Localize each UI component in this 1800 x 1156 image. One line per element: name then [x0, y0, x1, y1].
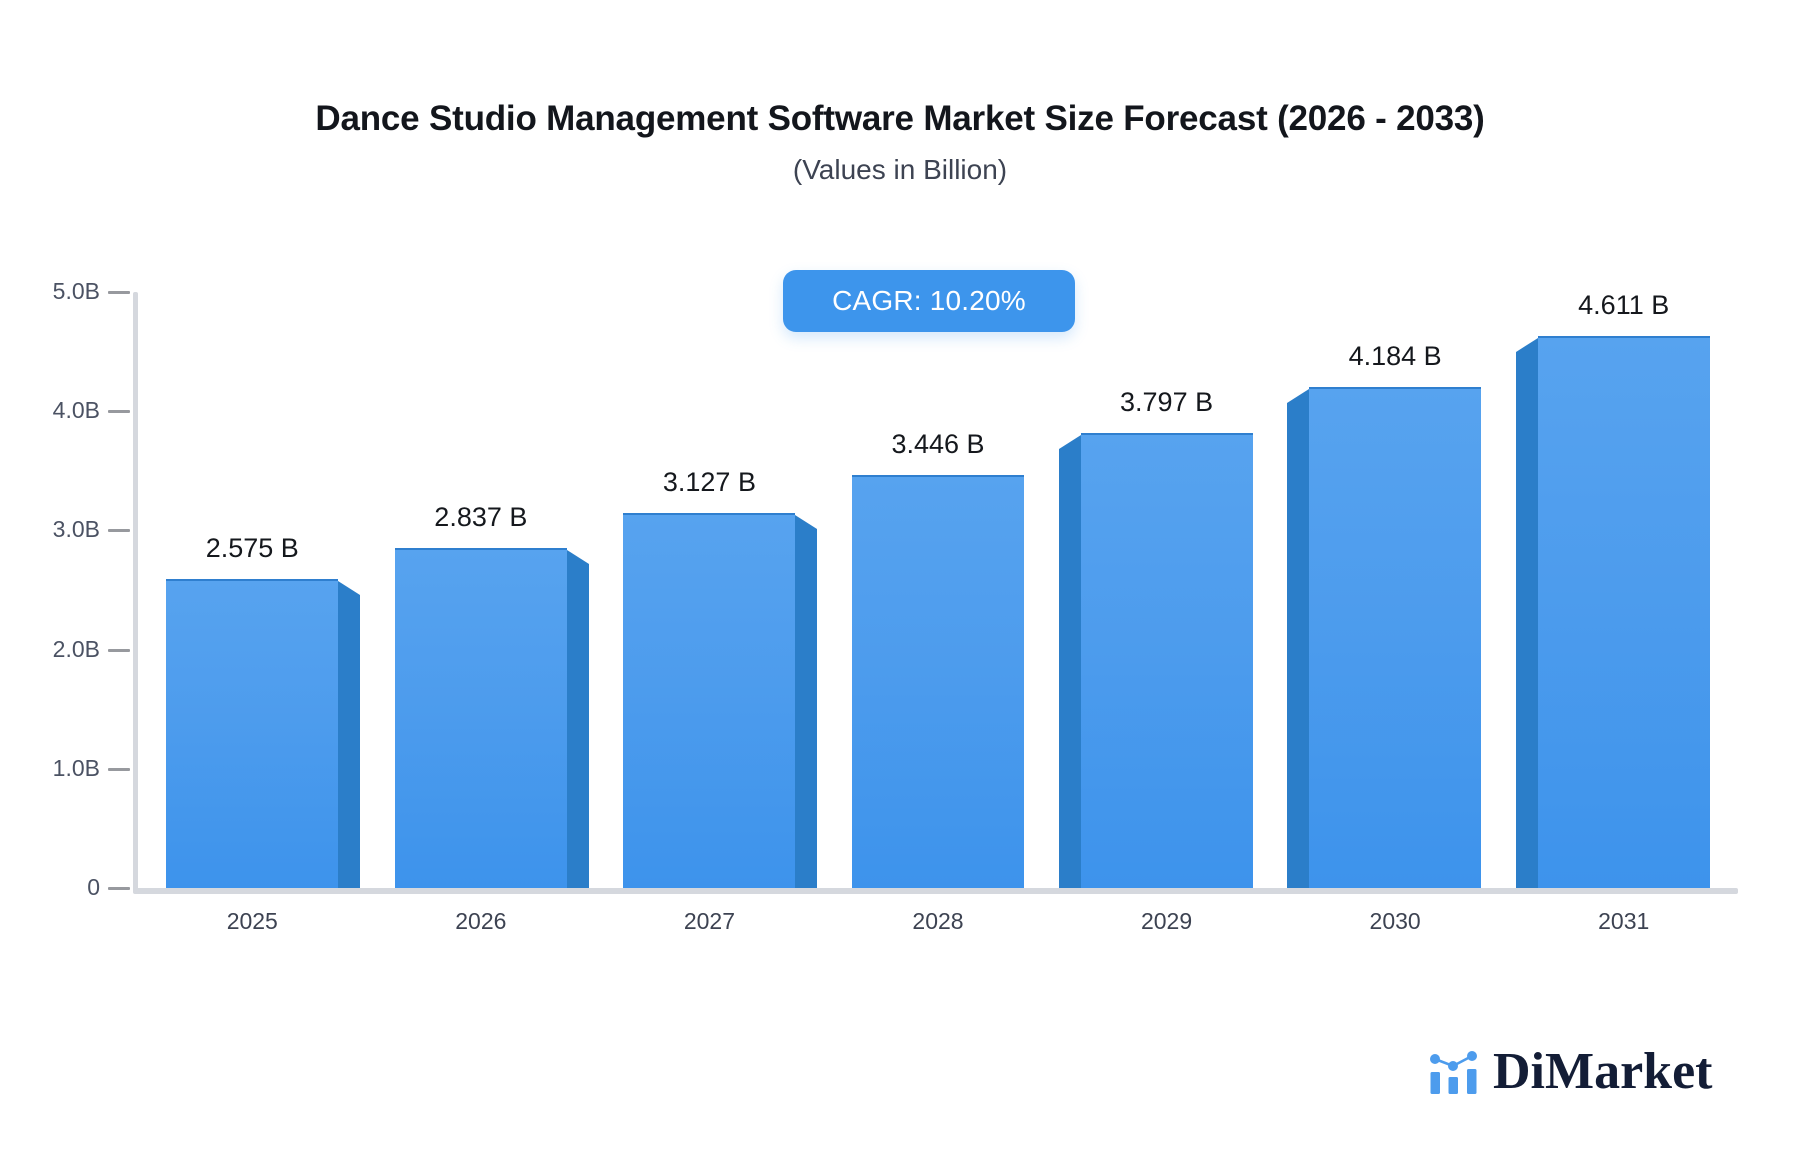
bar-value-label: 2.575 B [205, 533, 299, 564]
logo-wordmark: DiMarket [1493, 1043, 1713, 1100]
x-axis-baseline [133, 888, 1738, 894]
dimarket-logo: DiMarket [1428, 1046, 1712, 1098]
y-axis-tick-label: 4.0B [52, 397, 100, 424]
bar-2026[interactable] [394, 547, 589, 888]
bar-front-face [166, 579, 339, 888]
bar-front-face [394, 547, 567, 888]
bar-front-face [852, 475, 1024, 888]
bar-2029[interactable] [1058, 433, 1253, 888]
y-axis-tick-mark [108, 648, 130, 652]
y-axis-tick-label: 2.0B [52, 635, 100, 662]
bar-value-label: 3.446 B [891, 429, 985, 460]
bar-front-face [1537, 336, 1710, 888]
y-axis-tick-mark [108, 291, 130, 294]
bar-side-face [1287, 403, 1310, 888]
y-axis-tick-label: 5.0B [52, 278, 100, 304]
bar-front-face [1309, 387, 1482, 888]
bar-value-label: 2.837 B [434, 501, 528, 532]
bar-2027[interactable] [623, 513, 818, 888]
bar-2031[interactable] [1515, 336, 1710, 888]
bar-value-label: 4.184 B [1348, 341, 1442, 372]
y-axis-line [133, 292, 138, 892]
bar-value-label: 4.611 B [1578, 290, 1670, 321]
bar-2030[interactable] [1287, 387, 1482, 888]
cagr-badge: CAGR: 10.20% [783, 270, 1075, 332]
chart-title: Dance Studio Management Software Market … [315, 99, 1485, 138]
x-axis-tick-label: 2025 [226, 908, 278, 934]
bar-front-face [623, 513, 796, 888]
bar-2025[interactable] [166, 579, 361, 888]
chart-header: Dance Studio Management Software Market … [0, 96, 1800, 188]
bar-value-label: 3.127 B [662, 467, 756, 498]
chart-subtitle: (Values in Billion) [792, 154, 1008, 185]
y-axis-tick-mark [108, 767, 130, 771]
y-axis-tick-label: 1.0B [52, 754, 100, 781]
y-axis-tick-mark [108, 887, 130, 890]
bar-value-label: 3.797 B [1120, 387, 1214, 418]
bar-chart-trend-icon [1430, 1051, 1477, 1094]
bar-side-face [566, 563, 589, 888]
y-axis-tick-label: 0 [87, 874, 100, 900]
x-axis-tick-label: 2031 [1598, 908, 1650, 934]
y-axis-tick-label: 3.0B [52, 516, 100, 543]
x-axis-tick-label: 2027 [683, 908, 735, 934]
x-axis-tick-label: 2028 [912, 908, 964, 934]
x-axis-tick-label: 2029 [1140, 908, 1193, 934]
x-axis-tick-label: 2030 [1369, 908, 1421, 934]
bar-side-face [338, 595, 361, 888]
bar-2028[interactable] [852, 475, 1024, 888]
y-axis-tick-mark [108, 529, 130, 533]
y-axis-tick-mark [108, 410, 130, 414]
bar-side-face [795, 529, 818, 888]
x-axis-tick-label: 2026 [455, 908, 507, 934]
bar-front-face [1080, 433, 1253, 888]
bar-side-face [1515, 352, 1538, 888]
bar-side-face [1058, 449, 1081, 888]
